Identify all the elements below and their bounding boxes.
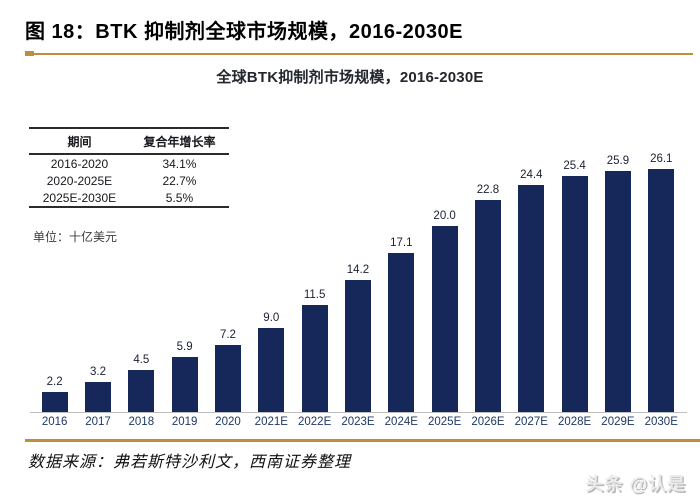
- bar: [648, 169, 675, 412]
- x-axis-tick-label: 2021E: [254, 416, 288, 428]
- bar-group-2023E: 14.2: [336, 148, 379, 412]
- bar-value-label: 3.2: [89, 366, 106, 378]
- x-axis-labels: 2016 2017 2018 2019 2020 2021E 2022E 2023E 2024E…: [33, 416, 683, 428]
- bar-group-2029E: 25.9: [596, 148, 639, 412]
- data-source-note: 数据来源：弗若斯特沙利文，西南证券整理: [28, 452, 352, 471]
- x-axis-tick-label: 2028E: [557, 416, 592, 428]
- x-axis-tick-label: 2024E: [384, 416, 418, 428]
- cagr-table-cell: 5.5%: [165, 190, 194, 205]
- bar-group-2026E: 22.8: [466, 148, 509, 412]
- cagr-table-row: 2025E-2030E 5.5%: [29, 189, 229, 207]
- bar: [171, 357, 198, 412]
- bar-value-label: 20.0: [433, 210, 456, 222]
- bar-value-label: 17.1: [390, 237, 413, 249]
- bar: [214, 345, 241, 412]
- bar-value-label: 9.0: [263, 312, 280, 324]
- bar-group-2027E: 24.4: [510, 148, 553, 412]
- bar-group-2016: 2.2: [33, 148, 76, 412]
- x-axis-line: [30, 412, 687, 413]
- x-axis-tick-label: 2030E: [644, 416, 678, 428]
- bar-value-label: 2.2: [46, 376, 63, 388]
- bar: [41, 392, 68, 412]
- x-axis-tick-label: 2019: [171, 416, 198, 428]
- bar-group-2022E: 11.5: [293, 148, 336, 412]
- x-axis-tick-label: 2016: [41, 416, 68, 428]
- x-axis-tick-label: 2029E: [601, 416, 635, 428]
- bar-value-label: 26.1: [650, 153, 673, 165]
- bar: [518, 185, 545, 412]
- cagr-column-header: 复合年增长率: [129, 128, 229, 155]
- cagr-table-cell: 34.1%: [162, 156, 197, 171]
- x-axis-tick-label: 2022E: [298, 416, 332, 428]
- bar-group-2025E: 20.0: [423, 148, 466, 412]
- bar-value-label: 25.4: [563, 160, 586, 172]
- bar-value-label: 22.8: [476, 184, 500, 196]
- x-axis-tick-label: 2025E: [427, 416, 462, 428]
- bar: [561, 176, 588, 412]
- bar-value-label: 5.9: [176, 341, 193, 353]
- footer-divider-rule: [25, 439, 700, 442]
- bar-group-2028E: 25.4: [553, 148, 596, 412]
- bar: [604, 171, 631, 412]
- cagr-table-cell: 2020-2025E: [46, 173, 113, 188]
- bar-value-label: 7.2: [219, 329, 236, 341]
- bar-group-2024E: 17.1: [380, 148, 423, 412]
- x-axis-tick-label: 2020: [215, 416, 241, 428]
- x-axis-tick-label: 2017: [85, 416, 111, 428]
- chart-title: 全球BTK抑制剂市场规模，2016-2030E: [216, 69, 484, 86]
- caption-divider-rule: [25, 53, 693, 55]
- unit-label: 单位：十亿美元: [33, 230, 118, 244]
- toutiao-watermark: 头条 @认是: [585, 474, 686, 494]
- figure-caption: 图 18：BTK 抑制剂全球市场规模，2016-2030E: [25, 21, 463, 43]
- bar-group-2021E: 9.0: [250, 148, 293, 412]
- cagr-table-row: 2016-2020 34.1%: [29, 154, 229, 172]
- x-axis-tick-label: 2023E: [341, 416, 375, 428]
- bar-chart-plot-area: 2.2 3.2 4.5 5.9 7.2 9.0 11.5 14.2 17.1 20.0 22.8 24…: [33, 148, 683, 412]
- bar-value-label: 11.5: [303, 289, 326, 301]
- bar-group-2019: 5.9: [163, 148, 206, 412]
- bar-value-label: 14.2: [346, 264, 370, 276]
- bar-group-2017: 3.2: [76, 148, 119, 412]
- bar: [431, 226, 458, 412]
- x-axis-tick-label: 2018: [128, 416, 155, 428]
- bar: [344, 280, 371, 412]
- cagr-table-cell: 2016-2020: [50, 156, 109, 171]
- caption-divider-cap: [25, 51, 34, 56]
- cagr-table-cell: 22.7%: [162, 173, 197, 188]
- bar-group-2018: 4.5: [120, 148, 163, 412]
- bar-value-label: 4.5: [133, 354, 150, 366]
- bar: [301, 305, 328, 412]
- cagr-table-row: 2020-2025E 22.7%: [29, 172, 229, 189]
- bar: [388, 253, 415, 412]
- bar: [474, 200, 501, 412]
- x-axis-tick-label: 2026E: [471, 416, 505, 428]
- bar: [128, 370, 155, 412]
- x-axis-tick-label: 2027E: [514, 416, 548, 428]
- bar-value-label: 24.4: [520, 169, 543, 181]
- cagr-table: 期间 复合年增长率 2016-2020 34.1% 2020-2025E 22.7% 20…: [29, 127, 229, 208]
- bar-group-2020: 7.2: [206, 148, 249, 412]
- bar-value-label: 25.9: [606, 155, 630, 167]
- bar: [258, 328, 285, 412]
- cagr-table-header: 期间 复合年增长率: [29, 128, 229, 155]
- cagr-column-header: 期间: [29, 128, 130, 155]
- bar-group-2030E: 26.1: [640, 148, 683, 412]
- bar: [84, 382, 111, 412]
- cagr-table-cell: 2025E-2030E: [42, 190, 117, 205]
